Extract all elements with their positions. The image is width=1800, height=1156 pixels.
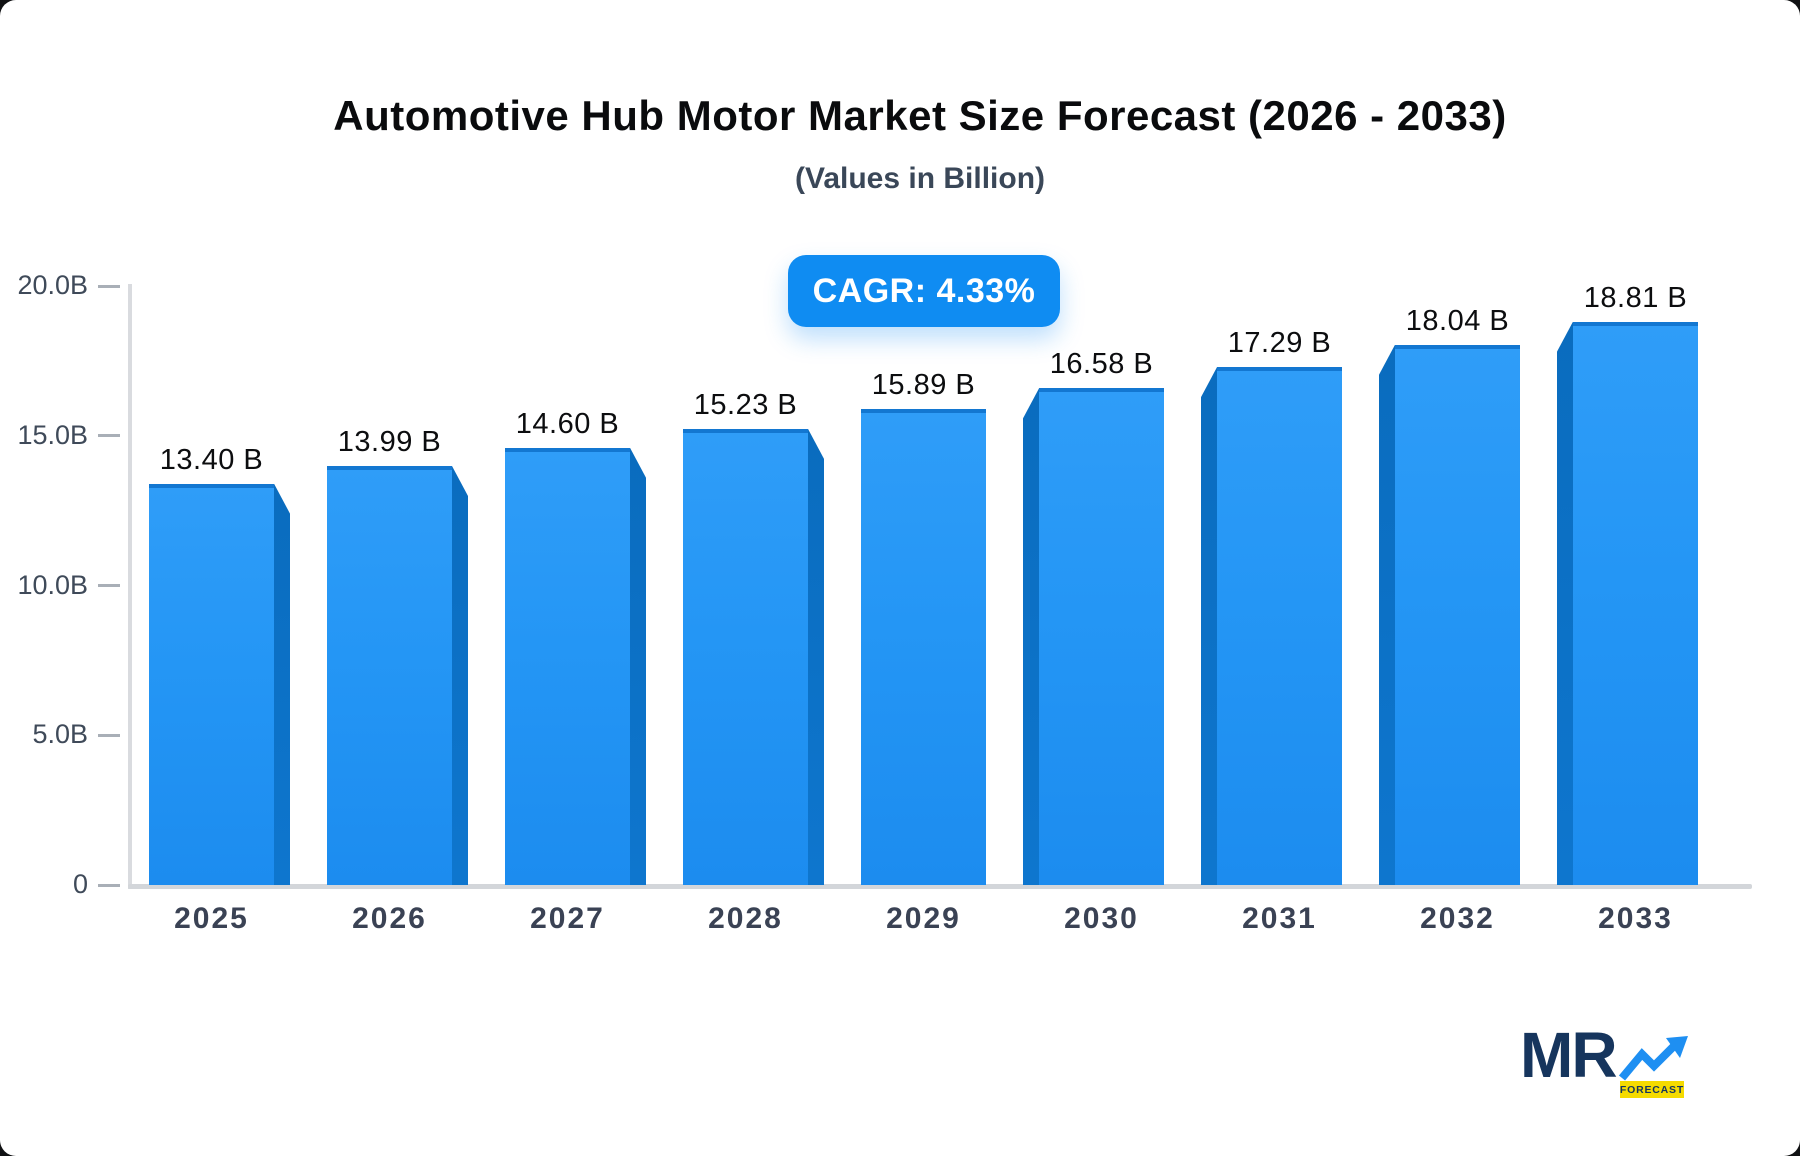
y-tick-label: 15.0B: [17, 419, 88, 450]
x-tick-label-2025: 2025: [174, 902, 249, 935]
bar-3d-side: [1201, 367, 1217, 885]
bar-2026: [327, 465, 452, 885]
logo-mr-text: MR: [1520, 1019, 1618, 1091]
chart-subtitle: (Values in Billion): [794, 162, 1046, 195]
x-axis-line: [128, 884, 1752, 889]
cagr-badge: CAGR: 4.33%: [788, 255, 1060, 327]
y-tick-mark: [98, 434, 120, 438]
x-tick-label-2033: 2033: [1598, 902, 1673, 935]
bar-3d-side: [452, 465, 468, 885]
y-tick-label: 0: [72, 869, 88, 899]
bar-3d-side: [1023, 388, 1039, 885]
y-tick-mark: [98, 284, 120, 288]
bar-3d-side: [1379, 344, 1395, 885]
bar-3d-side: [808, 428, 824, 885]
trend-arrow-icon: [1618, 1036, 1688, 1081]
logo-forecast-text: FORECAST: [1620, 1081, 1684, 1098]
x-tick-label-2027: 2027: [530, 902, 605, 935]
bar-value-label: 17.29 B: [1227, 327, 1332, 360]
y-axis-line: [128, 284, 132, 889]
bar-3d-side: [630, 447, 646, 885]
bar-value-label: 14.60 B: [515, 407, 620, 440]
y-tick-mark: [98, 584, 120, 587]
x-tick-label-2030: 2030: [1064, 902, 1139, 935]
bar-2032: [1395, 344, 1520, 885]
chart-title: Automotive Hub Motor Market Size Forecas…: [333, 92, 1507, 139]
cagr-badge-label: CAGR: 4.33%: [812, 271, 1036, 310]
bar-2025: [149, 483, 274, 885]
bar-2029: [861, 409, 986, 885]
bar-value-label: 15.89 B: [871, 369, 976, 402]
bar-value-label: 18.81 B: [1583, 281, 1688, 314]
bar-value-label: 16.58 B: [1049, 348, 1154, 381]
y-tick-mark: [98, 733, 120, 737]
bar-2033: [1573, 321, 1698, 885]
bar-value-label: 13.99 B: [337, 425, 442, 458]
bar-2031: [1217, 367, 1342, 885]
x-tick-label-2026: 2026: [352, 902, 427, 935]
x-tick-label-2032: 2032: [1420, 902, 1495, 935]
bar-3d-side: [1557, 321, 1573, 885]
bar-2027: [505, 447, 630, 885]
y-tick-label: 5.0B: [32, 719, 88, 750]
x-tick-label-2031: 2031: [1242, 902, 1317, 935]
x-tick-label-2029: 2029: [886, 902, 961, 935]
bar-value-label: 18.04 B: [1405, 304, 1510, 337]
bar-2030: [1039, 388, 1164, 885]
y-tick-label: 10.0B: [17, 569, 88, 600]
x-tick-label-2028: 2028: [708, 902, 783, 935]
y-tick-mark: [98, 883, 120, 887]
bar-2028: [683, 428, 808, 885]
bar-value-label: 15.23 B: [693, 388, 798, 421]
mr-forecast-logo: MR FORECAST: [1520, 1019, 1700, 1102]
bar-3d-side: [274, 483, 290, 885]
bar-value-label: 13.40 B: [159, 443, 264, 476]
y-tick-label: 20.0B: [17, 270, 88, 300]
